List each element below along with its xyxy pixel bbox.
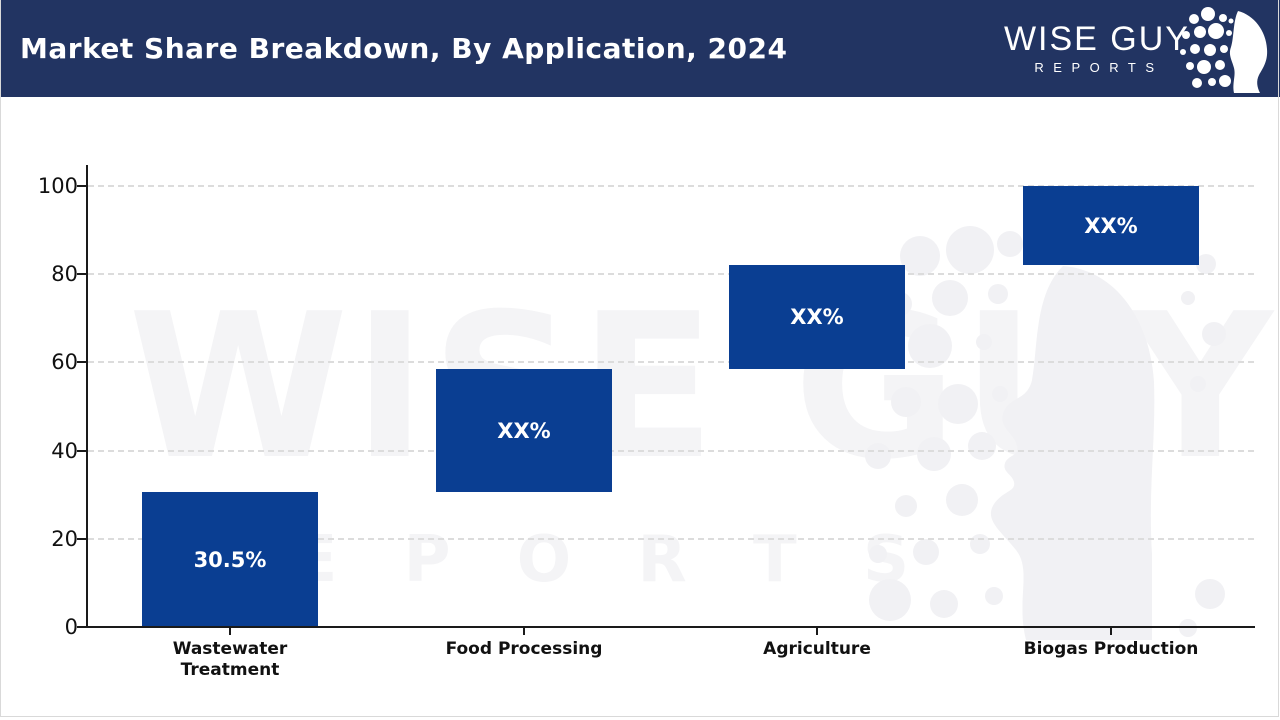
x-tick-mark: [816, 628, 818, 635]
x-tick-mark: [229, 628, 231, 635]
logo-text: WISE GUY REPORTS: [1004, 22, 1190, 75]
bar-value-label: 30.5%: [193, 547, 267, 572]
watermark-wordmark: WISE GUY: [128, 271, 1277, 504]
bar-value-label: XX%: [1084, 213, 1138, 238]
y-tick-label: 80: [51, 262, 78, 287]
x-category-label: Biogas Production: [1023, 639, 1199, 659]
y-tick-label: 40: [51, 438, 78, 463]
y-tick-mark: [77, 361, 86, 364]
x-tick-mark: [1110, 628, 1112, 635]
x-category-label: Agriculture: [763, 639, 871, 659]
bar-segment: XX%: [1023, 186, 1199, 266]
logo-wordmark: WISE GUY: [1003, 20, 1190, 58]
gridline: [88, 449, 1254, 452]
y-tick-label: 60: [51, 350, 78, 375]
x-category-label: Food Processing: [445, 639, 603, 659]
wise-guy-reports-logo: WISE GUY REPORTS: [1004, 0, 1272, 97]
watermark-head-dots-icon: [865, 226, 1226, 640]
bar-segment: XX%: [436, 369, 612, 493]
y-tick-mark: [77, 273, 86, 276]
bar-value-label: XX%: [790, 305, 844, 330]
logo-subtitle: REPORTS: [1034, 60, 1164, 75]
y-tick-mark: [77, 449, 86, 452]
x-tick-mark: [523, 628, 525, 635]
header: Market Share Breakdown, By Application, …: [0, 0, 1280, 97]
logo-head-dots-icon: [1180, 6, 1268, 93]
bar-segment: 30.5%: [142, 492, 318, 627]
y-tick-mark: [77, 185, 86, 187]
bar-value-label: XX%: [497, 418, 551, 443]
x-axis-spine: [85, 626, 1255, 628]
gridline: [88, 361, 1254, 364]
x-category-label: Wastewater Treatment: [172, 639, 288, 680]
y-tick-mark: [77, 537, 86, 540]
gridline: [88, 273, 1254, 276]
y-tick-label: 0: [64, 615, 78, 639]
gridline: [88, 185, 1254, 187]
y-tick-mark: [77, 626, 86, 628]
gridline: [88, 537, 1254, 540]
y-tick-label: 20: [51, 526, 78, 551]
y-tick-label: 100: [37, 174, 78, 198]
watermark-reports: R E P O R T S: [178, 523, 932, 597]
y-axis-spine: [86, 165, 88, 628]
page-title: Market Share Breakdown, By Application, …: [20, 32, 788, 65]
bar-segment: XX%: [729, 265, 905, 369]
